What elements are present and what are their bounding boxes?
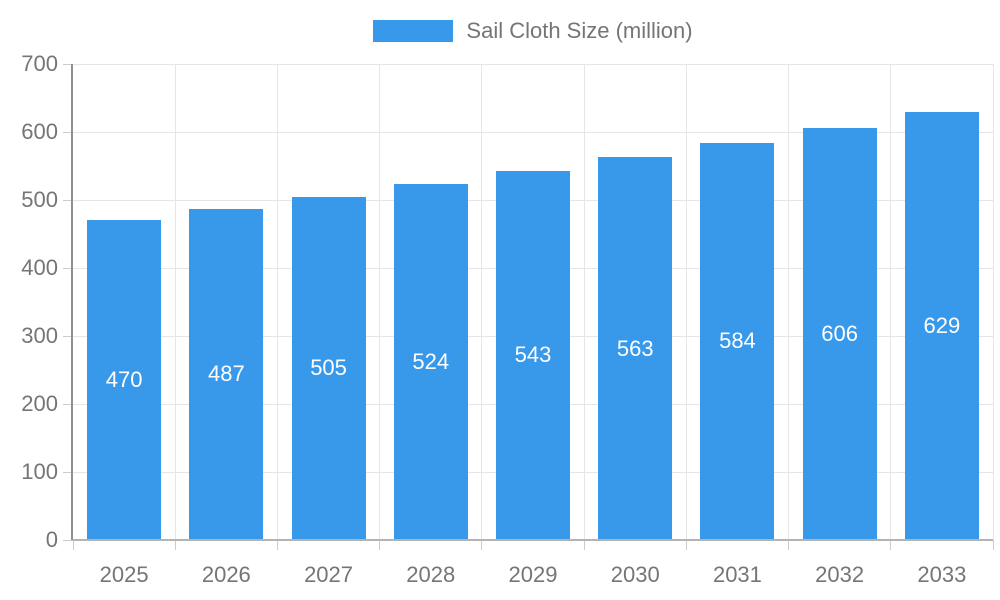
x-axis-tick (992, 540, 994, 550)
bar-value-label: 584 (719, 328, 756, 354)
bar-value-label: 524 (412, 348, 450, 374)
x-axis-tick (685, 540, 687, 550)
y-axis-line (71, 64, 73, 540)
x-axis-tick (72, 540, 74, 550)
x-axis-baseline (73, 539, 993, 541)
gridline-vertical (583, 64, 585, 540)
bar-2029[interactable]: 543 (496, 170, 570, 540)
bar-value-label: 543 (514, 342, 552, 368)
y-axis-tick-label: 700 (21, 51, 58, 76)
y-axis-tick-label: 400 (21, 255, 58, 280)
bar-2027[interactable]: 505 (291, 196, 366, 540)
x-axis-label-2027: 2027 (304, 562, 354, 587)
x-axis-label-2028: 2028 (406, 562, 456, 587)
y-axis-tick-label: 600 (21, 119, 58, 144)
x-axis-tick (788, 540, 790, 550)
y-axis-tick-label: 100 (21, 459, 58, 484)
y-axis-tick (63, 403, 73, 405)
bar-value-label: 505 (310, 355, 347, 381)
bar-value-label: 606 (821, 320, 859, 346)
y-axis-tick-label: 500 (21, 187, 58, 212)
gridline-vertical (276, 64, 278, 540)
y-axis-tick (63, 335, 73, 337)
gridline-vertical (379, 64, 381, 540)
x-axis-tick (890, 540, 892, 550)
y-axis-tick (63, 267, 73, 269)
gridline-vertical (174, 64, 176, 540)
bar-2031[interactable]: 584 (700, 142, 775, 540)
bar-value-label: 629 (923, 313, 961, 339)
bar-2025[interactable]: 470 (87, 220, 162, 540)
bar-value-label: 487 (207, 361, 245, 387)
x-axis-tick (276, 540, 278, 550)
bar-2026[interactable]: 487 (189, 208, 264, 540)
gridline-vertical (481, 64, 483, 540)
gridline-vertical (685, 64, 687, 540)
x-axis-label-2033: 2033 (917, 562, 967, 587)
y-axis-tick-label: 200 (21, 391, 58, 416)
y-axis-tick (63, 539, 73, 541)
gridline-vertical (890, 64, 892, 540)
y-axis-tick (63, 471, 73, 473)
gridline-horizontal (73, 131, 993, 133)
y-axis-tick (63, 131, 73, 133)
x-axis-label-2029: 2029 (508, 562, 558, 587)
x-axis-tick (379, 540, 381, 550)
x-axis-tick (174, 540, 176, 550)
x-axis-tick (583, 540, 585, 550)
x-axis-tick (481, 540, 483, 550)
legend[interactable]: Sail Cloth Size (million) (73, 16, 993, 46)
bar-value-label: 563 (616, 335, 654, 361)
x-axis-label-2032: 2032 (815, 562, 865, 587)
legend-swatch-icon (373, 20, 454, 42)
x-axis-label-2026: 2026 (201, 562, 251, 587)
legend-label: Sail Cloth Size (million) (466, 18, 693, 43)
gridline-horizontal (73, 63, 993, 65)
x-axis-label-2031: 2031 (712, 562, 762, 587)
bar-2028[interactable]: 524 (393, 183, 468, 540)
y-axis-tick-label: 300 (21, 323, 58, 348)
y-axis-tick (63, 63, 73, 65)
bar-2033[interactable]: 629 (904, 112, 979, 540)
bar-2032[interactable]: 606 (802, 127, 877, 540)
y-axis-tick-label: 0 (45, 527, 58, 552)
gridline-vertical (992, 64, 994, 540)
bar-value-label: 470 (105, 367, 143, 393)
bar-2030[interactable]: 563 (598, 157, 673, 540)
y-axis-tick (63, 199, 73, 201)
gridline-vertical (788, 64, 790, 540)
x-axis-label-2030: 2030 (610, 562, 660, 587)
x-axis-label-2025: 2025 (99, 562, 149, 587)
